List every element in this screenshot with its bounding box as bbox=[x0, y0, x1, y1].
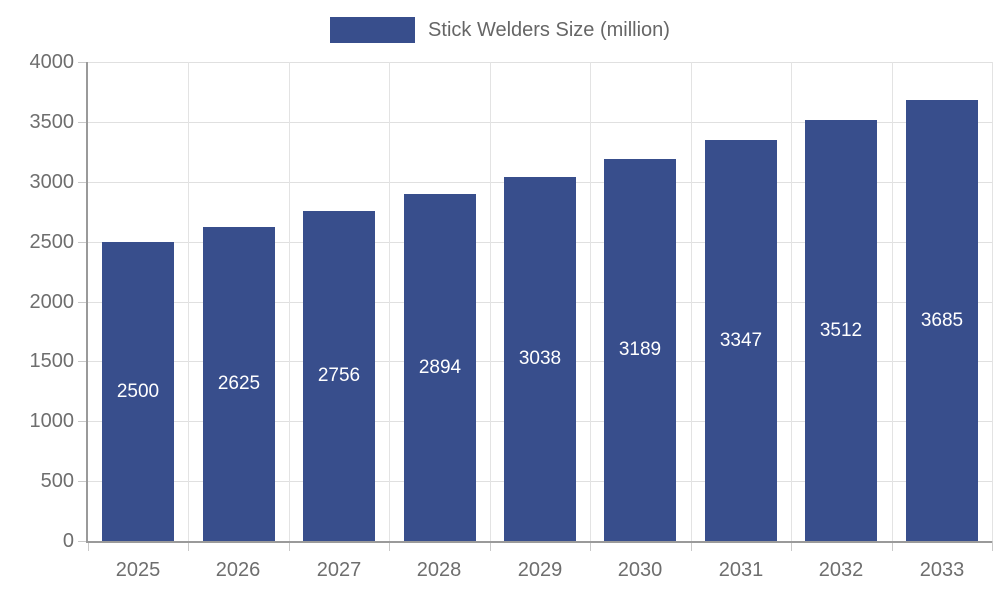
y-axis-tick bbox=[78, 541, 88, 542]
y-axis-tick bbox=[78, 182, 88, 183]
gridline-v bbox=[188, 62, 189, 541]
x-axis-label: 2032 bbox=[818, 559, 864, 581]
gridline-v bbox=[992, 62, 993, 541]
x-axis-line bbox=[86, 541, 992, 543]
y-axis-tick bbox=[78, 242, 88, 243]
bar[interactable]: 3038 bbox=[504, 177, 576, 541]
bar-value-label: 2500 bbox=[116, 380, 160, 402]
x-axis-tick bbox=[691, 541, 692, 551]
x-axis-tick bbox=[992, 541, 993, 551]
y-axis-label: 3500 bbox=[29, 111, 75, 133]
bar[interactable]: 2894 bbox=[404, 194, 476, 541]
y-axis-tick bbox=[78, 62, 88, 63]
y-axis-tick bbox=[78, 421, 88, 422]
bar[interactable]: 2625 bbox=[203, 227, 275, 541]
gridline-h bbox=[88, 62, 992, 63]
bar-value-label: 2756 bbox=[317, 365, 361, 386]
bar-value-label: 3347 bbox=[719, 329, 763, 351]
gridline-h bbox=[88, 122, 992, 123]
y-axis-label: 1000 bbox=[29, 410, 75, 432]
x-axis-tick bbox=[490, 541, 491, 551]
y-axis-tick bbox=[78, 481, 88, 482]
gridline-v bbox=[691, 62, 692, 541]
x-axis-label: 2031 bbox=[718, 559, 764, 581]
gridline-v bbox=[892, 62, 893, 541]
bar[interactable]: 3512 bbox=[805, 120, 877, 541]
y-axis-label: 3000 bbox=[29, 171, 75, 193]
x-axis-label: 2025 bbox=[115, 559, 161, 581]
bar[interactable]: 3347 bbox=[705, 140, 777, 541]
x-axis-tick bbox=[289, 541, 290, 551]
y-axis-label: 2000 bbox=[29, 291, 75, 313]
bar[interactable]: 3685 bbox=[906, 100, 978, 541]
legend-label: Stick Welders Size (million) bbox=[428, 18, 670, 41]
gridline-v bbox=[389, 62, 390, 541]
x-axis-tick bbox=[791, 541, 792, 551]
x-axis-label: 2033 bbox=[919, 559, 965, 581]
bar-value-label: 3038 bbox=[518, 348, 562, 369]
bar[interactable]: 2756 bbox=[303, 211, 375, 541]
bar-value-label: 2625 bbox=[217, 373, 261, 394]
legend[interactable]: Stick Welders Size (million) bbox=[0, 17, 1000, 43]
y-axis-label: 1500 bbox=[29, 350, 75, 372]
bar-value-label: 3189 bbox=[618, 339, 662, 360]
x-axis-tick bbox=[590, 541, 591, 551]
bar-value-label: 2894 bbox=[418, 356, 462, 378]
y-axis-tick bbox=[78, 302, 88, 303]
y-axis-label: 2500 bbox=[29, 231, 75, 253]
x-axis-label: 2029 bbox=[517, 559, 563, 581]
x-axis-label: 2027 bbox=[316, 559, 362, 581]
y-axis-line bbox=[86, 62, 88, 543]
bar[interactable]: 2500 bbox=[102, 242, 174, 541]
x-axis-tick bbox=[188, 541, 189, 551]
x-axis-label: 2030 bbox=[617, 559, 663, 581]
y-axis-label: 4000 bbox=[29, 51, 75, 73]
gridline-v bbox=[289, 62, 290, 541]
x-axis-tick bbox=[88, 541, 89, 551]
y-axis-label: 0 bbox=[62, 530, 74, 552]
legend-swatch bbox=[330, 17, 416, 43]
gridline-v bbox=[791, 62, 792, 541]
y-axis-tick bbox=[78, 122, 88, 123]
x-axis-tick bbox=[892, 541, 893, 551]
x-axis-label: 2028 bbox=[416, 559, 462, 581]
bar-value-label: 3685 bbox=[920, 309, 964, 331]
gridline-v bbox=[590, 62, 591, 541]
gridline-v bbox=[490, 62, 491, 541]
bar-value-label: 3512 bbox=[819, 319, 863, 341]
bar[interactable]: 3189 bbox=[604, 159, 676, 541]
x-axis-label: 2026 bbox=[215, 559, 261, 581]
x-axis-tick bbox=[389, 541, 390, 551]
y-axis-tick bbox=[78, 361, 88, 362]
y-axis-label: 500 bbox=[40, 470, 74, 492]
